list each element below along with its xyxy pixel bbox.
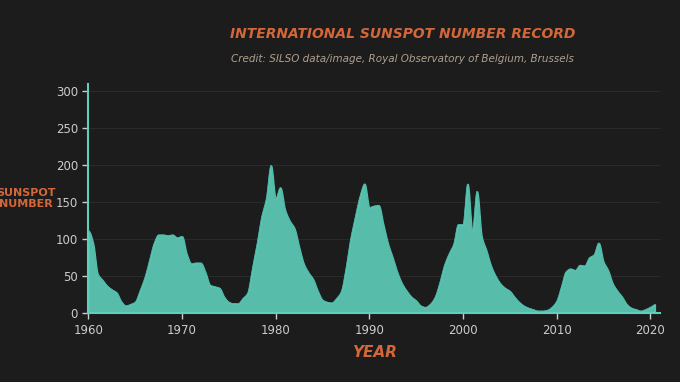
Text: Credit: SILSO data/image, Royal Observatory of Belgium, Brussels: Credit: SILSO data/image, Royal Observat… (231, 54, 574, 64)
Y-axis label: SUNSPOT
NUMBER: SUNSPOT NUMBER (0, 188, 55, 209)
X-axis label: YEAR: YEAR (352, 345, 396, 360)
Text: INTERNATIONAL SUNSPOT NUMBER RECORD: INTERNATIONAL SUNSPOT NUMBER RECORD (230, 27, 575, 40)
